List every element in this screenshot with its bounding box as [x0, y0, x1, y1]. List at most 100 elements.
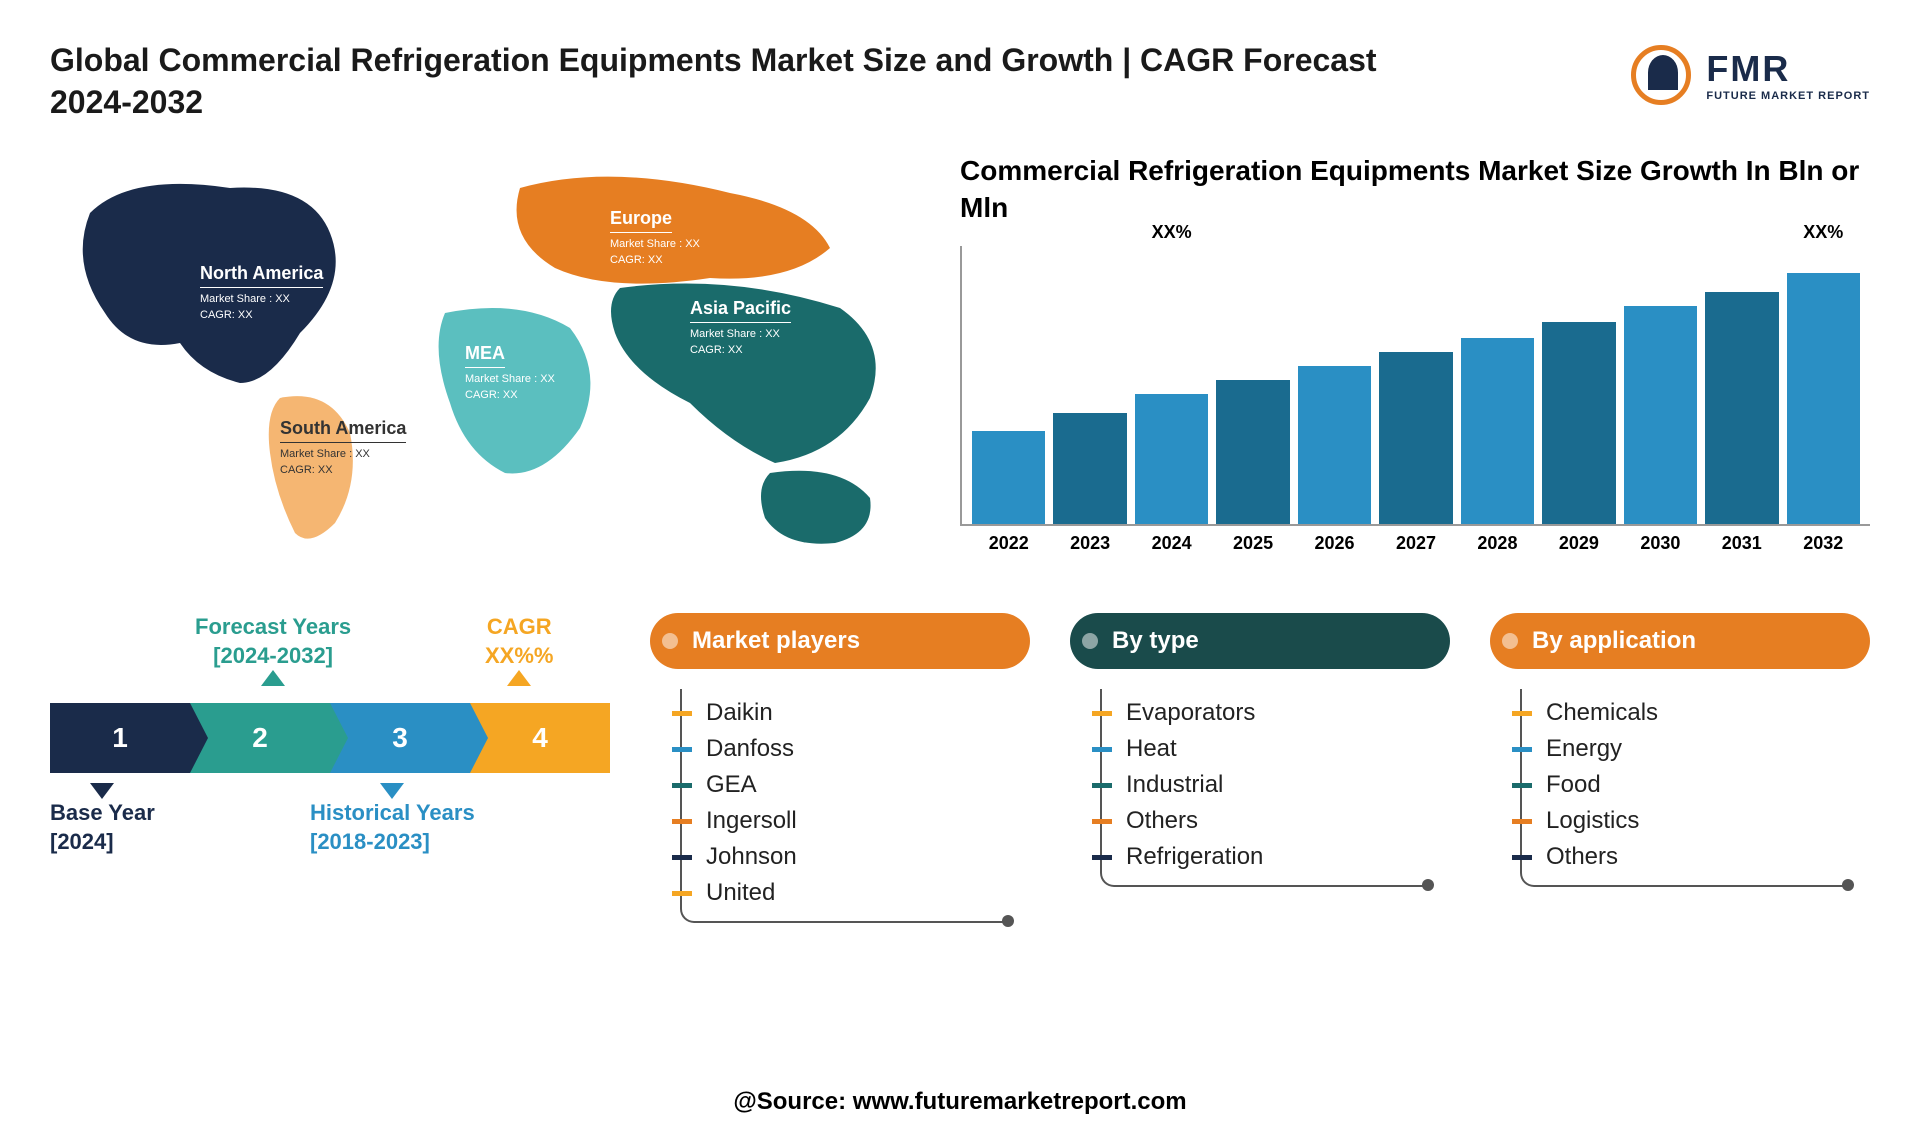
timeline-segment-2: 2	[190, 703, 330, 773]
dash-icon	[1512, 783, 1532, 788]
bar-label: 2031	[1722, 533, 1762, 554]
bar	[1461, 338, 1534, 524]
pill-title: By type	[1112, 627, 1199, 655]
label-line1: Base Year	[50, 799, 155, 828]
region-share: Market Share : XX	[280, 447, 406, 462]
list-item: Johnson	[652, 839, 1010, 875]
arrow-down-icon	[507, 670, 531, 686]
bar	[972, 431, 1045, 524]
dot-icon	[662, 633, 678, 649]
pill-column-market-players: Market players Daikin Danfoss GEA Ingersoll J…	[650, 613, 1030, 923]
region-share: Market Share : XX	[465, 372, 555, 387]
bar-label: 2026	[1315, 533, 1355, 554]
list-item: Refrigeration	[1072, 839, 1430, 875]
dot-icon	[1082, 633, 1098, 649]
bar-label: 2027	[1396, 533, 1436, 554]
bar-label: 2023	[1070, 533, 1110, 554]
pill-header: By type	[1070, 613, 1450, 669]
bar-2024: XX%2024	[1135, 246, 1208, 524]
region-label-asia-pacific: Asia Pacific Market Share : XXCAGR: XX	[690, 298, 791, 358]
item-text: Evaporators	[1126, 699, 1255, 727]
bar-2030: 2030	[1624, 246, 1697, 524]
arrow-up-icon	[90, 783, 114, 799]
list-item: Heat	[1072, 731, 1430, 767]
region-australia	[761, 471, 871, 544]
dash-icon	[672, 747, 692, 752]
label-line2: XX%%	[485, 642, 553, 671]
list-item: Energy	[1492, 731, 1850, 767]
dash-icon	[1092, 711, 1112, 716]
item-text: Daikin	[706, 699, 773, 727]
timeline: Forecast Years[2024-2032]CAGRXX%% 1234 B…	[50, 613, 610, 773]
region-cagr: CAGR: XX	[280, 463, 406, 478]
list-item: Danfoss	[652, 731, 1010, 767]
bar	[1135, 394, 1208, 524]
arrow-down-icon	[261, 670, 285, 686]
dash-icon	[1512, 711, 1532, 716]
bar-annotation: XX%	[1803, 222, 1843, 243]
list-item: Evaporators	[1072, 695, 1430, 731]
region-name: MEA	[465, 343, 505, 368]
timeline-top-label: CAGRXX%%	[485, 613, 553, 690]
header: Global Commercial Refrigeration Equipmen…	[50, 40, 1870, 123]
bar	[1624, 306, 1697, 524]
list-item: GEA	[652, 767, 1010, 803]
item-text: Danfoss	[706, 735, 794, 763]
region-cagr: CAGR: XX	[610, 253, 700, 268]
item-text: GEA	[706, 771, 757, 799]
bar-label: 2028	[1477, 533, 1517, 554]
region-label-europe: EuropeMarket Share : XXCAGR: XX	[610, 208, 700, 268]
bar	[1705, 292, 1778, 524]
dash-icon	[672, 711, 692, 716]
dash-icon	[1092, 819, 1112, 824]
region-cagr: CAGR: XX	[690, 343, 791, 358]
bar-label: 2032	[1803, 533, 1843, 554]
item-text: Refrigeration	[1126, 843, 1263, 871]
list-item: Daikin	[652, 695, 1010, 731]
item-text: Others	[1546, 843, 1618, 871]
item-text: Others	[1126, 807, 1198, 835]
dash-icon	[1512, 855, 1532, 860]
list-item: Chemicals	[1492, 695, 1850, 731]
bar-2025: 2025	[1216, 246, 1289, 524]
bar-label: 2029	[1559, 533, 1599, 554]
pill-title: Market players	[692, 627, 860, 655]
item-text: Ingersoll	[706, 807, 797, 835]
bar-annotation: XX%	[1152, 222, 1192, 243]
list-item: Industrial	[1072, 767, 1430, 803]
region-name: South America	[280, 418, 406, 443]
page-title: Global Commercial Refrigeration Equipmen…	[50, 40, 1450, 123]
pill-column-by-application: By applicationChemicalsEnergyFoodLogisti…	[1490, 613, 1870, 923]
dot-icon	[1502, 633, 1518, 649]
region-name: Asia Pacific	[690, 298, 791, 323]
logo: FMR FUTURE MARKET REPORT	[1626, 40, 1870, 110]
region-label-south-america: South America Market Share : XXCAGR: XX	[280, 418, 406, 478]
region-cagr: CAGR: XX	[465, 388, 555, 403]
region-name: Europe	[610, 208, 672, 233]
dash-icon	[1512, 819, 1532, 824]
chart-title: Commercial Refrigeration Equipments Mark…	[960, 153, 1870, 226]
bar-chart-section: Commercial Refrigeration Equipments Mark…	[960, 153, 1870, 553]
timeline-segment-4: 4	[470, 703, 610, 773]
bar	[1298, 366, 1371, 524]
item-text: Food	[1546, 771, 1601, 799]
bar-chart: 20222023XX%20242025202620272028202920302…	[960, 246, 1870, 526]
bar-2028: 2028	[1461, 246, 1534, 524]
dash-icon	[672, 819, 692, 824]
bar-2027: 2027	[1379, 246, 1452, 524]
item-text: Heat	[1126, 735, 1177, 763]
timeline-bottom-label: Historical Years[2018-2023]	[310, 783, 475, 856]
dash-icon	[1512, 747, 1532, 752]
label-line1: Forecast Years	[195, 613, 351, 642]
list-item: Ingersoll	[652, 803, 1010, 839]
item-text: Johnson	[706, 843, 797, 871]
dash-icon	[1092, 783, 1112, 788]
bar-label: 2022	[989, 533, 1029, 554]
item-text: Industrial	[1126, 771, 1223, 799]
dash-icon	[672, 783, 692, 788]
pill-header: By application	[1490, 613, 1870, 669]
region-share: Market Share : XX	[690, 327, 791, 342]
timeline-segment-1: 1	[50, 703, 190, 773]
bar	[1216, 380, 1289, 524]
region-name: North America	[200, 263, 323, 288]
